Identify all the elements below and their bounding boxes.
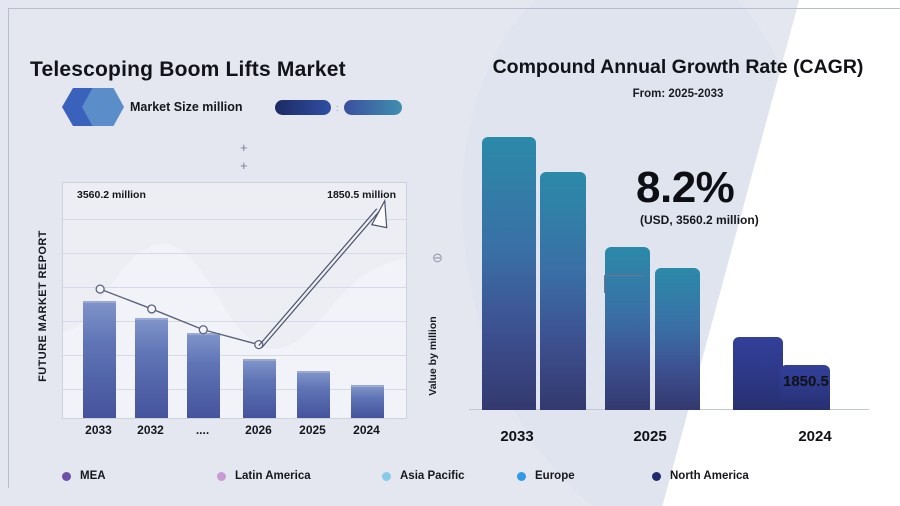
pill-separator: : — [336, 102, 339, 113]
line-marker — [95, 284, 105, 294]
legend-dot-icon — [517, 471, 526, 481]
bar-right-2033b — [540, 172, 586, 410]
x-label-2025: 2025 — [299, 423, 326, 437]
x-label-right-2033: 2033 — [500, 428, 534, 445]
arrow-head-icon — [370, 198, 388, 229]
brand-row: Market Size million — [62, 88, 243, 126]
x-label-2033: 2033 — [85, 423, 112, 437]
x-label-....: .... — [195, 423, 210, 437]
x-label-right-2025: 2025 — [633, 428, 667, 445]
bar-right-2033 — [482, 137, 536, 410]
corner-decoration-icon — [604, 275, 644, 293]
cagr-usd-note: (USD, 3560.2 million) — [640, 213, 759, 227]
legend-dot-icon — [382, 471, 391, 481]
bar-right-2024 — [733, 337, 783, 410]
bar-2025 — [297, 371, 330, 418]
legend-dot-icon — [652, 471, 661, 481]
bar-2033 — [83, 301, 116, 418]
bar-2024 — [351, 385, 384, 418]
chart-start-value-label: 3560.2 million — [77, 189, 146, 201]
page-title: Telescoping Boom Lifts Market — [30, 58, 346, 81]
frame-left-line — [8, 8, 9, 488]
brand-label: Market Size million — [130, 100, 243, 114]
growth-arrow-line-2 — [261, 210, 381, 348]
cagr-subtitle: From: 2025-2033 — [632, 88, 724, 100]
x-label-2026: 2026 — [245, 423, 272, 437]
legend-label: Latin America — [235, 470, 311, 482]
series-legend: MEA Latin America Asia Pacific Europe North … — [62, 464, 852, 488]
legend-item-mea[interactable]: MEA — [62, 470, 106, 482]
legend-dot-icon — [62, 471, 71, 481]
pill-gradient-icon — [343, 100, 402, 115]
chart-end-value-label: 1850.5 million — [327, 189, 396, 201]
x-label-right-2024: 2024 — [798, 428, 832, 445]
x-label-2032: 2032 — [137, 423, 164, 437]
cagr-title: Compound Annual Growth Rate (CAGR) — [492, 56, 864, 78]
legend-item-north-america[interactable]: North America — [652, 470, 749, 482]
bar-2032 — [135, 318, 168, 418]
legend-dot-icon — [217, 471, 226, 481]
y-axis-title-value: Value by million — [427, 316, 439, 396]
pill-dark-icon — [275, 100, 331, 115]
legend-label: North America — [670, 470, 749, 482]
plus-icon-2: + — [240, 158, 248, 173]
legend-item-asia-pacific[interactable]: Asia Pacific — [382, 470, 465, 482]
line-marker — [147, 304, 157, 314]
right-chart-value-label: 1850.5 — [783, 373, 829, 390]
circle-minus-icon: ⊖ — [432, 250, 443, 265]
legend-item-europe[interactable]: Europe — [517, 470, 575, 482]
bar-2026 — [243, 359, 276, 418]
legend-label: Asia Pacific — [400, 470, 465, 482]
plus-icon-1: + — [240, 140, 248, 155]
legend-item-latin-america[interactable]: Latin America — [217, 470, 311, 482]
bar-.... — [187, 333, 220, 418]
x-label-2024: 2024 — [353, 423, 380, 437]
bar-right-2024b — [780, 365, 830, 410]
cagr-value: 8.2% — [636, 163, 735, 212]
growth-arrow-line — [258, 208, 378, 347]
frame-top-line — [8, 8, 900, 9]
bar-right-2025b — [655, 268, 700, 410]
hexagon-logo-icon — [62, 88, 124, 126]
left-x-axis-labels: 2033 2032.... 2026 2025 2024 — [62, 423, 407, 443]
y-axis-title-left: FUTURE MARKET REPORT — [37, 230, 49, 382]
legend-label: MEA — [80, 470, 106, 482]
bar-right-2025 — [605, 247, 650, 410]
legend-label: Europe — [535, 470, 575, 482]
market-size-bar-chart: 3560.2 million 1850.5 million ▤ ▥ — [62, 182, 407, 419]
cagr-bar-chart — [455, 130, 885, 420]
trend-line — [99, 288, 259, 346]
trend-line-and-arrow — [95, 198, 388, 350]
line-marker — [198, 325, 208, 335]
pill-decoration-group: : — [275, 100, 402, 115]
